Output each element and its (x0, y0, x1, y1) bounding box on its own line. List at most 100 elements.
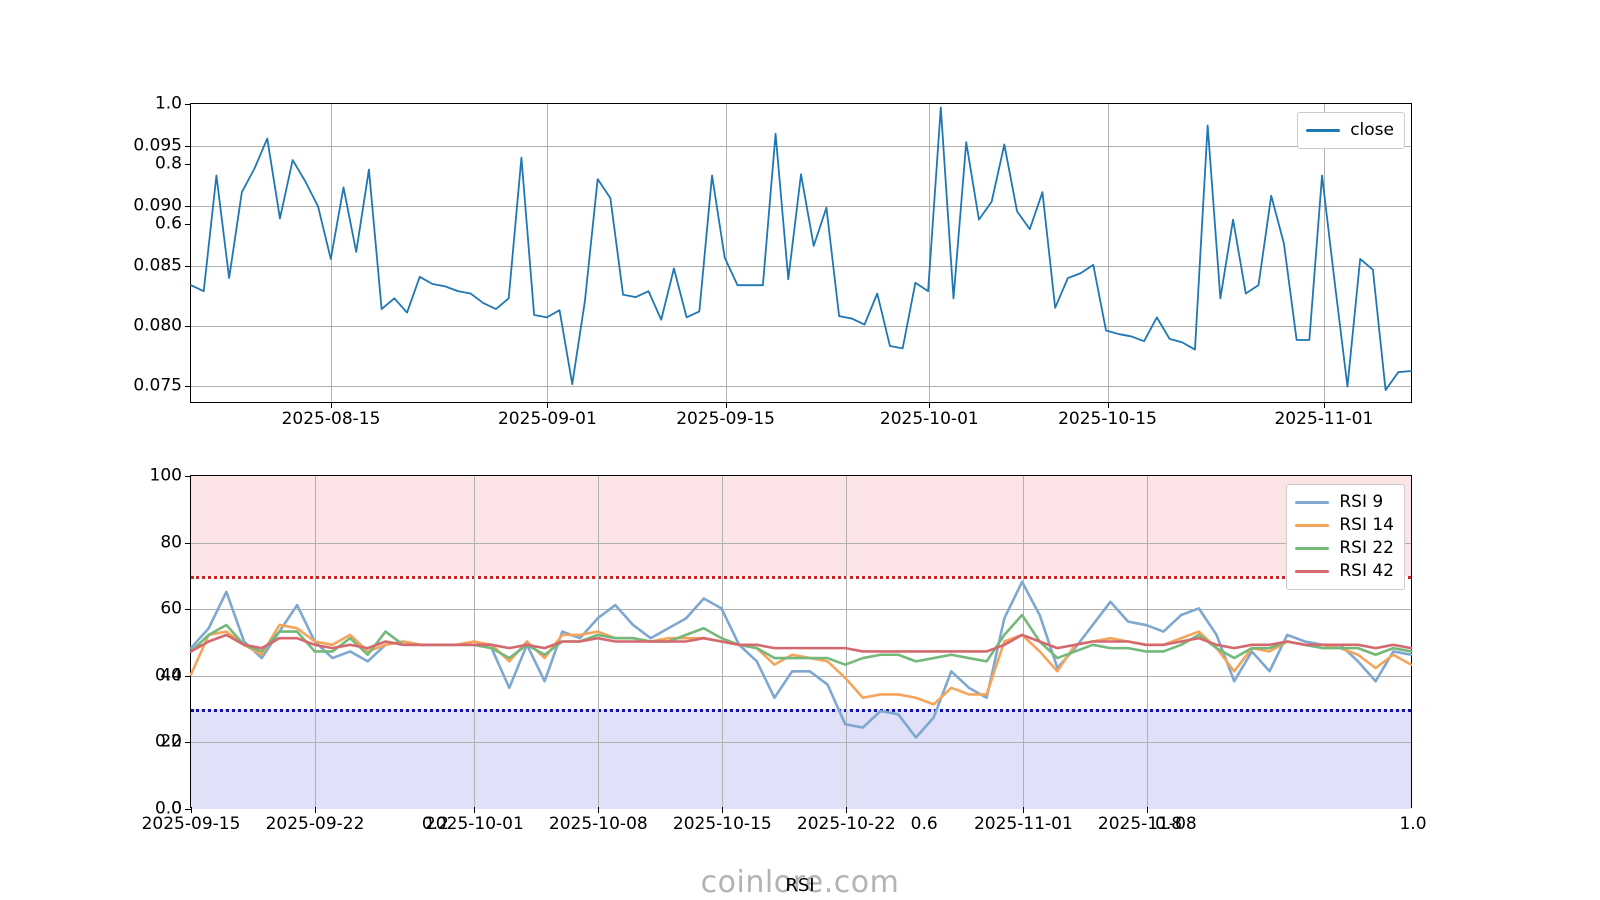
rsi-gridline-v-3 (598, 476, 600, 807)
price-xtick-label-5: 2025-11-01 (1274, 409, 1374, 429)
rsi-xtick-mark-0 (191, 807, 192, 813)
rsi-legend[interactable]: RSI 9 RSI 14 RSI 22 RSI 42 (1286, 484, 1405, 590)
legend-swatch-0 (1306, 129, 1341, 132)
price-gridline-v-4 (1107, 104, 1109, 402)
price-gridline-h-4 (191, 146, 1411, 147)
legend-swatch-2 (1295, 547, 1330, 550)
price-xtick-mark-4 (1107, 402, 1109, 408)
rsi-xtick-label-3: 2025-10-08 (548, 814, 648, 834)
rsi-overlay-ytick-mark-2 (185, 675, 191, 677)
rsi-xtick-mark-1 (315, 807, 316, 813)
rsi-gridline-h-1 (191, 742, 1411, 744)
price-gridline-h-2 (191, 266, 1411, 267)
price-ytick-label-0: 0.075 (133, 375, 182, 396)
rsi-ytick-label-5: 100 (149, 465, 182, 486)
price-chart-panel: 0.075 0.080 0.085 0.090 0.095 0.6 0.8 1.0 2025-… (0, 0, 1600, 428)
rsi-xtick-label-7: 2025-11-08 (1097, 814, 1197, 834)
rsi-gridline-v-6 (1023, 476, 1025, 807)
legend-label-2: RSI 22 (1339, 537, 1394, 558)
rsi-xtick-label-1: 2025-09-22 (265, 814, 365, 834)
rsi-xtick-label-4: 2025-10-15 (672, 814, 772, 834)
rsi-overlay-ytick-mark-0 (185, 809, 191, 810)
price-overlay-ytick-mark-1 (185, 164, 191, 165)
rsi-xtick-label-2: 2025-10-01 (424, 814, 524, 834)
rsi-ytick-mark-3 (185, 609, 191, 611)
price-xtick-label-3: 2025-10-01 (879, 409, 979, 429)
price-ytick-mark-1 (185, 326, 191, 327)
rsi-oversold-line (191, 709, 1411, 713)
price-ytick-mark-0 (185, 386, 191, 387)
price-ytick-label-4: 0.095 (133, 135, 182, 156)
rsi-xtick-mark-6 (1023, 807, 1025, 813)
rsi-xtick-label-6: 2025-11-01 (973, 814, 1073, 834)
price-ytick-mark-4 (185, 146, 191, 147)
watermark: coinlore.com (700, 865, 900, 900)
legend-label-0: RSI 9 (1339, 491, 1384, 512)
rsi-xtick-label-5: 2025-10-22 (796, 814, 896, 834)
price-xtick-label-4: 2025-10-15 (1058, 409, 1157, 429)
price-plot-area: 0.075 0.080 0.085 0.090 0.095 0.6 0.8 1.0 2025-… (133, 95, 1412, 428)
rsi-overlay-ytick-label-1: 0.2 (154, 731, 182, 752)
price-xtick-mark-3 (929, 402, 931, 408)
price-gridline-h-1 (191, 326, 1411, 327)
price-overlay-ytick-mark-0 (185, 224, 191, 225)
rsi-plot-area: 0 20 40 60 80 100 0.0 0.2 0.4 2025-09-15 2025-09-… (142, 467, 1427, 833)
price-gridline-v-1 (547, 104, 549, 402)
rsi-xtick-label-0: 2025-09-15 (141, 814, 241, 834)
price-overlay-ytick-label-0: 0.6 (154, 213, 182, 234)
legend-item-2[interactable]: RSI 22 (1295, 537, 1394, 560)
price-ytick-label-3: 0.090 (133, 195, 182, 216)
price-overlay-ytick-label-1: 0.8 (154, 153, 182, 174)
price-gridline-h-0 (191, 386, 1411, 387)
rsi-gridline-h-2 (191, 675, 1411, 677)
legend-item-0[interactable]: close (1306, 119, 1394, 142)
rsi-gridline-h-4 (191, 542, 1411, 544)
rsi-chart-title: RSI (785, 875, 815, 896)
price-xtick-mark-5 (1323, 402, 1325, 408)
legend-item-3[interactable]: RSI 42 (1295, 560, 1394, 583)
legend-swatch-1 (1295, 524, 1330, 527)
legend-swatch-0 (1295, 501, 1330, 504)
price-ytick-mark-2 (185, 266, 191, 267)
rsi-gridline-v-7 (1147, 476, 1149, 807)
overbought-band (191, 476, 1411, 576)
legend-label-3: RSI 42 (1339, 560, 1394, 581)
price-gridline-v-5 (1323, 104, 1325, 402)
rsi-xtick-mark-7 (1147, 807, 1149, 813)
price-gridline-h-3 (191, 206, 1411, 207)
legend-item-1[interactable]: RSI 14 (1295, 514, 1394, 537)
price-ytick-mark-3 (185, 206, 191, 207)
rsi-ytick-label-0: 0 (171, 798, 182, 819)
rsi-ytick-label-1: 20 (160, 731, 182, 752)
rsi-ytick-label-4: 80 (160, 532, 182, 553)
legend-label-1: RSI 14 (1339, 514, 1394, 535)
rsi-overlay-xtick-label-3: 1.0 (1399, 814, 1427, 834)
rsi-ytick-mark-4 (185, 542, 191, 544)
rsi-overlay-xtick-label-2: 0.8 (1155, 814, 1183, 834)
price-ytick-label-1: 0.080 (133, 315, 182, 336)
price-xtick-label-2: 2025-09-15 (676, 409, 775, 429)
rsi-xtick-mark-4 (722, 807, 724, 813)
rsi-ytick-mark-5 (185, 476, 191, 477)
price-ytick-label-2: 0.085 (133, 255, 182, 276)
rsi-overlay-ytick-label-2: 0.4 (154, 665, 182, 686)
rsi-gridline-h-3 (191, 609, 1411, 611)
rsi-ytick-label-2: 40 (160, 665, 182, 686)
rsi-lines (191, 476, 1411, 807)
price-overlay-ytick-label-2: 1.0 (154, 93, 182, 114)
rsi-xtick-mark-2 (474, 807, 476, 813)
close-price-line (191, 104, 1411, 402)
price-xtick-label-0: 2025-08-15 (281, 409, 381, 429)
rsi-overlay-ytick-mark-1 (185, 742, 191, 744)
price-xtick-mark-0 (331, 402, 332, 408)
price-xtick-label-1: 2025-09-01 (497, 409, 597, 429)
rsi-chart-panel: coinlore.com RSI 0 20 40 60 80 100 0.0 0.2 0.4 2… (0, 420, 1600, 900)
price-legend[interactable]: close (1297, 112, 1405, 149)
rsi-overlay-xtick-label-0: 0.2 (421, 814, 449, 834)
price-xtick-mark-2 (725, 402, 727, 408)
legend-label-0: close (1350, 119, 1394, 140)
legend-item-0[interactable]: RSI 9 (1295, 491, 1394, 514)
rsi-overlay-xtick-label-1: 0.6 (910, 814, 938, 834)
price-gridline-v-2 (725, 104, 727, 402)
